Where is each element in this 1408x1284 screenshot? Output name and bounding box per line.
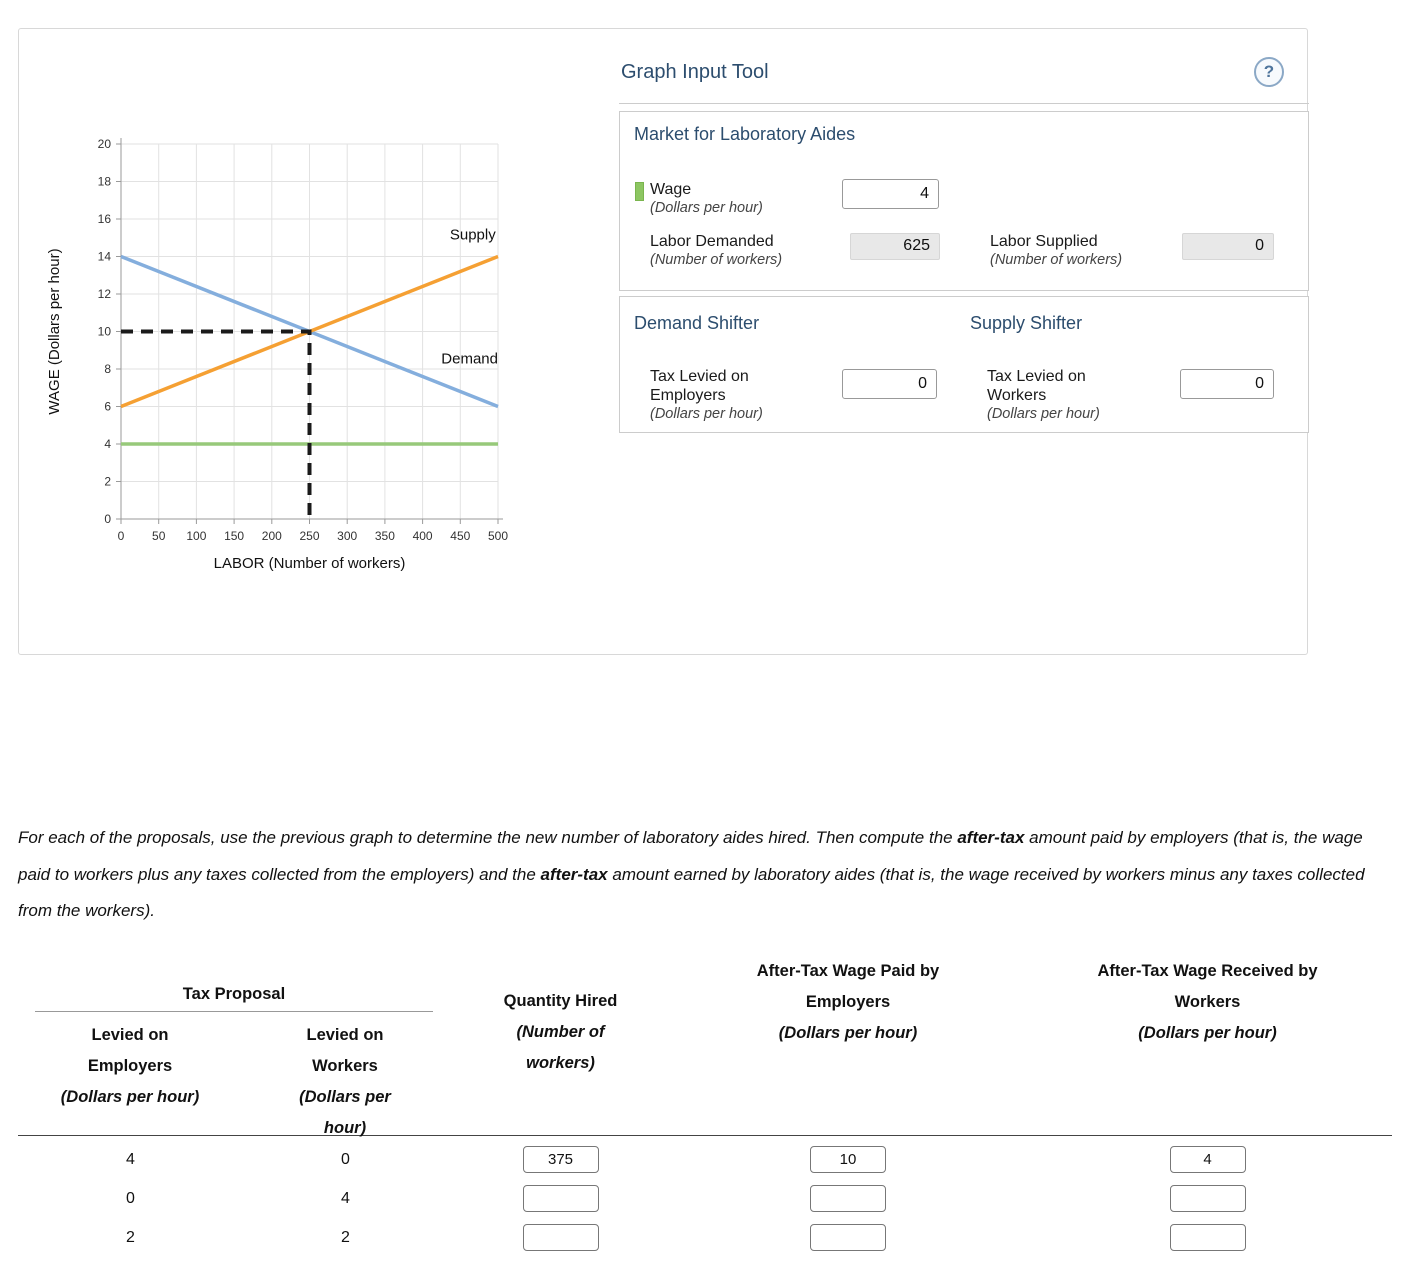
svg-text:LABOR (Number of workers): LABOR (Number of workers)	[214, 555, 406, 572]
after-tax-paid-input[interactable]	[810, 1185, 886, 1212]
supply-shifter-title: Supply Shifter	[970, 313, 1083, 333]
svg-text:4: 4	[104, 437, 111, 451]
tax-table-header: Tax Proposal Levied on Employers (Dollar…	[18, 948, 1392, 1137]
employer-tax-label-line1: Tax Levied on	[650, 368, 749, 385]
wage-sublabel: (Dollars per hour)	[650, 200, 763, 216]
quantity-hired-input[interactable]	[522, 1185, 599, 1212]
svg-text:0: 0	[104, 512, 111, 526]
worker-tax-sublabel: (Dollars per hour)	[987, 406, 1100, 422]
market-panel: Market for Laboratory Aides Wage (Dollar…	[619, 111, 1309, 291]
instructions-segment: amount paid by employers (that is, the w…	[18, 828, 1363, 884]
quantity-hired-input[interactable]	[522, 1146, 599, 1173]
tax-employers-value: 2	[126, 1228, 135, 1246]
group-header-tax-proposal: Tax Proposal	[35, 985, 433, 1012]
quantity-hired-input[interactable]	[522, 1224, 599, 1251]
instructions-segment-bold: after-tax	[540, 864, 608, 884]
svg-text:6: 6	[104, 400, 111, 414]
worker-tax-label-line2: Workers	[987, 387, 1047, 404]
after-tax-paid-input[interactable]	[810, 1146, 886, 1173]
instructions-segment: For each of the proposals, use the previ…	[18, 828, 958, 847]
worker-tax-label-group: Tax Levied on Workers (Dollars per hour)	[987, 367, 1100, 423]
col-header-after-tax-received: After-Tax Wage Received by Workers (Doll…	[1097, 962, 1318, 1042]
instructions-segment: amount earned by laboratory aides (that …	[18, 864, 1365, 921]
graph-input-tool-panel: Graph Input Tool ? Market for Laboratory…	[619, 29, 1309, 654]
after-tax-received-input[interactable]	[1169, 1146, 1246, 1173]
svg-text:20: 20	[98, 137, 112, 151]
svg-text:Supply: Supply	[450, 227, 496, 244]
wage-label-group: Wage (Dollars per hour)	[650, 180, 763, 217]
svg-text:100: 100	[186, 529, 206, 543]
svg-text:50: 50	[152, 529, 166, 543]
employer-tax-input[interactable]	[842, 369, 937, 399]
table-row: 0 4	[18, 1179, 1392, 1218]
table-row: 2 2	[18, 1218, 1392, 1257]
labor-demanded-value: 625	[850, 233, 940, 260]
svg-text:150: 150	[224, 529, 244, 543]
graph-input-tool-header: Graph Input Tool ?	[619, 29, 1309, 104]
employer-tax-label-group: Tax Levied on Employers (Dollars per hou…	[650, 367, 763, 423]
svg-text:2: 2	[104, 475, 111, 489]
labor-supplied-label-group: Labor Supplied (Number of workers)	[990, 232, 1122, 269]
labor-demanded-label: Labor Demanded	[650, 233, 774, 250]
col-header-levied-workers: Levied on Workers (Dollars per hour)	[299, 1026, 391, 1137]
svg-text:500: 500	[488, 529, 508, 543]
svg-text:18: 18	[98, 175, 112, 189]
tax-employers-value: 4	[126, 1150, 135, 1168]
svg-text:0: 0	[118, 529, 125, 543]
demand-shifter-title: Demand Shifter	[634, 313, 760, 333]
col-header-after-tax-paid: After-Tax Wage Paid by Employers (Dollar…	[756, 962, 940, 1042]
svg-text:14: 14	[98, 250, 112, 264]
shifter-panel: Demand Shifter Supply Shifter Tax Levied…	[619, 296, 1309, 433]
tax-table-body: 4 0 0 4 2 2	[18, 1140, 1392, 1257]
employer-tax-label-line2: Employers	[650, 387, 726, 404]
svg-text:250: 250	[299, 529, 319, 543]
market-panel-title: Market for Laboratory Aides	[634, 124, 856, 144]
labor-demanded-sublabel: (Number of workers)	[650, 252, 783, 268]
after-tax-paid-input[interactable]	[810, 1224, 886, 1251]
worker-tax-input[interactable]	[1180, 369, 1274, 399]
wage-label: Wage	[650, 181, 692, 198]
wage-marker	[635, 182, 644, 201]
svg-text:200: 200	[262, 529, 282, 543]
col-header-quantity-hired: Quantity Hired (Number of workers)	[503, 992, 618, 1072]
svg-text:12: 12	[98, 287, 112, 301]
graph-input-tool-card: 0 2 4 6 8 10 12 14 16 18 20 0 50 100 150 200 250 300 350 40…	[18, 28, 1309, 655]
worker-tax-label-line1: Tax Levied on	[987, 368, 1086, 385]
svg-text:400: 400	[413, 529, 433, 543]
labor-supplied-sublabel: (Number of workers)	[990, 252, 1123, 268]
svg-text:350: 350	[375, 529, 395, 543]
help-icon[interactable]: ?	[1254, 57, 1284, 87]
instructions-paragraph: For each of the proposals, use the previ…	[18, 820, 1393, 930]
labor-supplied-value: 0	[1182, 233, 1274, 260]
svg-text:WAGE (Dollars per hour): WAGE (Dollars per hour)	[46, 248, 63, 414]
tax-workers-value: 0	[341, 1150, 350, 1168]
col-header-levied-employers: Levied on Employers (Dollars per hour)	[60, 1026, 200, 1106]
wage-input[interactable]	[842, 179, 939, 209]
svg-text:300: 300	[337, 529, 357, 543]
tax-workers-value: 2	[341, 1228, 350, 1246]
svg-text:450: 450	[450, 529, 470, 543]
tax-employers-value: 0	[126, 1189, 135, 1207]
after-tax-received-input[interactable]	[1169, 1185, 1246, 1212]
employer-tax-sublabel: (Dollars per hour)	[650, 406, 763, 422]
table-row: 4 0	[18, 1140, 1392, 1179]
labor-supplied-label: Labor Supplied	[990, 233, 1098, 250]
svg-text:8: 8	[104, 362, 111, 376]
svg-text:Demand: Demand	[441, 350, 498, 367]
svg-text:16: 16	[98, 212, 112, 226]
after-tax-received-input[interactable]	[1169, 1224, 1246, 1251]
instructions-segment-bold: after-tax	[957, 828, 1025, 847]
graph-input-tool-title: Graph Input Tool	[621, 61, 769, 83]
labor-demanded-label-group: Labor Demanded (Number of workers)	[650, 232, 782, 269]
tax-workers-value: 4	[341, 1189, 350, 1207]
svg-text:10: 10	[98, 325, 112, 339]
